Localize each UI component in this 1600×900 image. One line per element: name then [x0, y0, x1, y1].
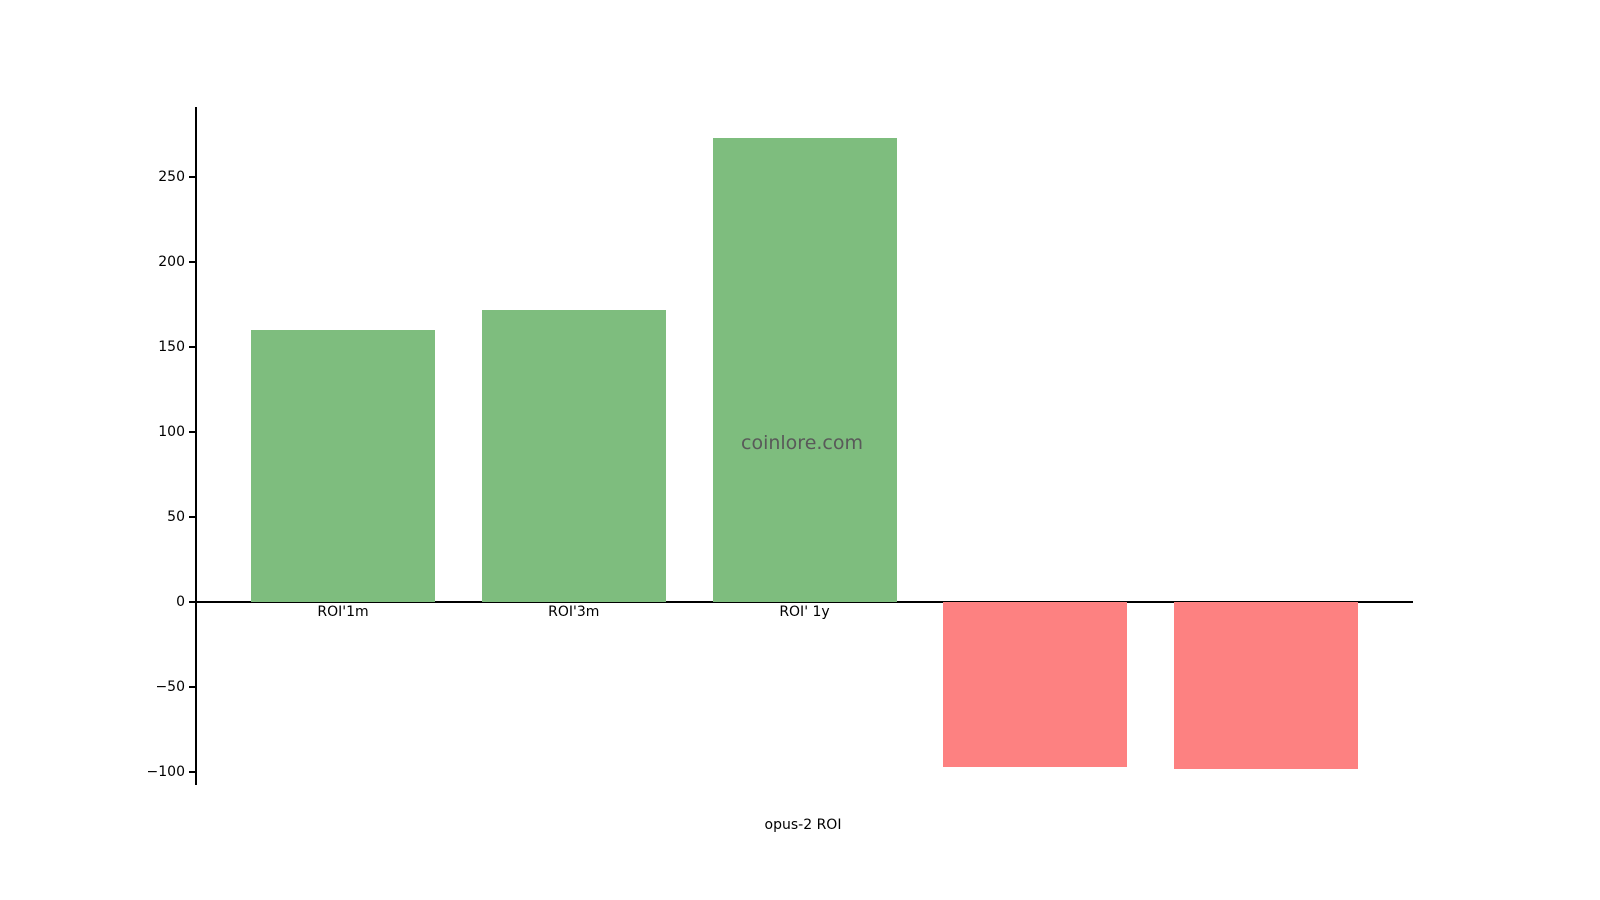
y-tick-label: 50 [167, 509, 185, 525]
y-tick-mark [189, 686, 195, 688]
y-tick-mark [189, 771, 195, 773]
y-tick-label: −50 [155, 679, 185, 695]
y-tick-mark [189, 176, 195, 178]
watermark-text: coinlore.com [741, 432, 863, 454]
y-tick-mark [189, 431, 195, 433]
y-tick-label: −100 [146, 764, 185, 780]
y-tick-label: 100 [158, 424, 185, 440]
chart-bar [1174, 602, 1358, 769]
y-tick-mark [189, 601, 195, 603]
y-tick-mark [189, 516, 195, 518]
y-axis-spine [195, 107, 197, 785]
y-tick-label: 0 [176, 594, 185, 610]
x-tick-label: ROI' 1y [779, 604, 830, 620]
y-tick-mark [189, 346, 195, 348]
y-tick-mark [189, 261, 195, 263]
y-tick-label: 250 [158, 169, 185, 185]
chart-bar [712, 137, 897, 602]
x-axis-line [196, 601, 1413, 603]
chart-bar [481, 309, 666, 602]
x-tick-label: ROI'3m [548, 604, 600, 620]
y-tick-label: 150 [158, 339, 185, 355]
x-tick-label: ROI'1m [317, 604, 369, 620]
chart-bar [943, 602, 1128, 767]
y-tick-label: 200 [158, 254, 185, 270]
chart-title: opus-2 ROI [764, 817, 842, 833]
chart-bar [251, 330, 435, 602]
